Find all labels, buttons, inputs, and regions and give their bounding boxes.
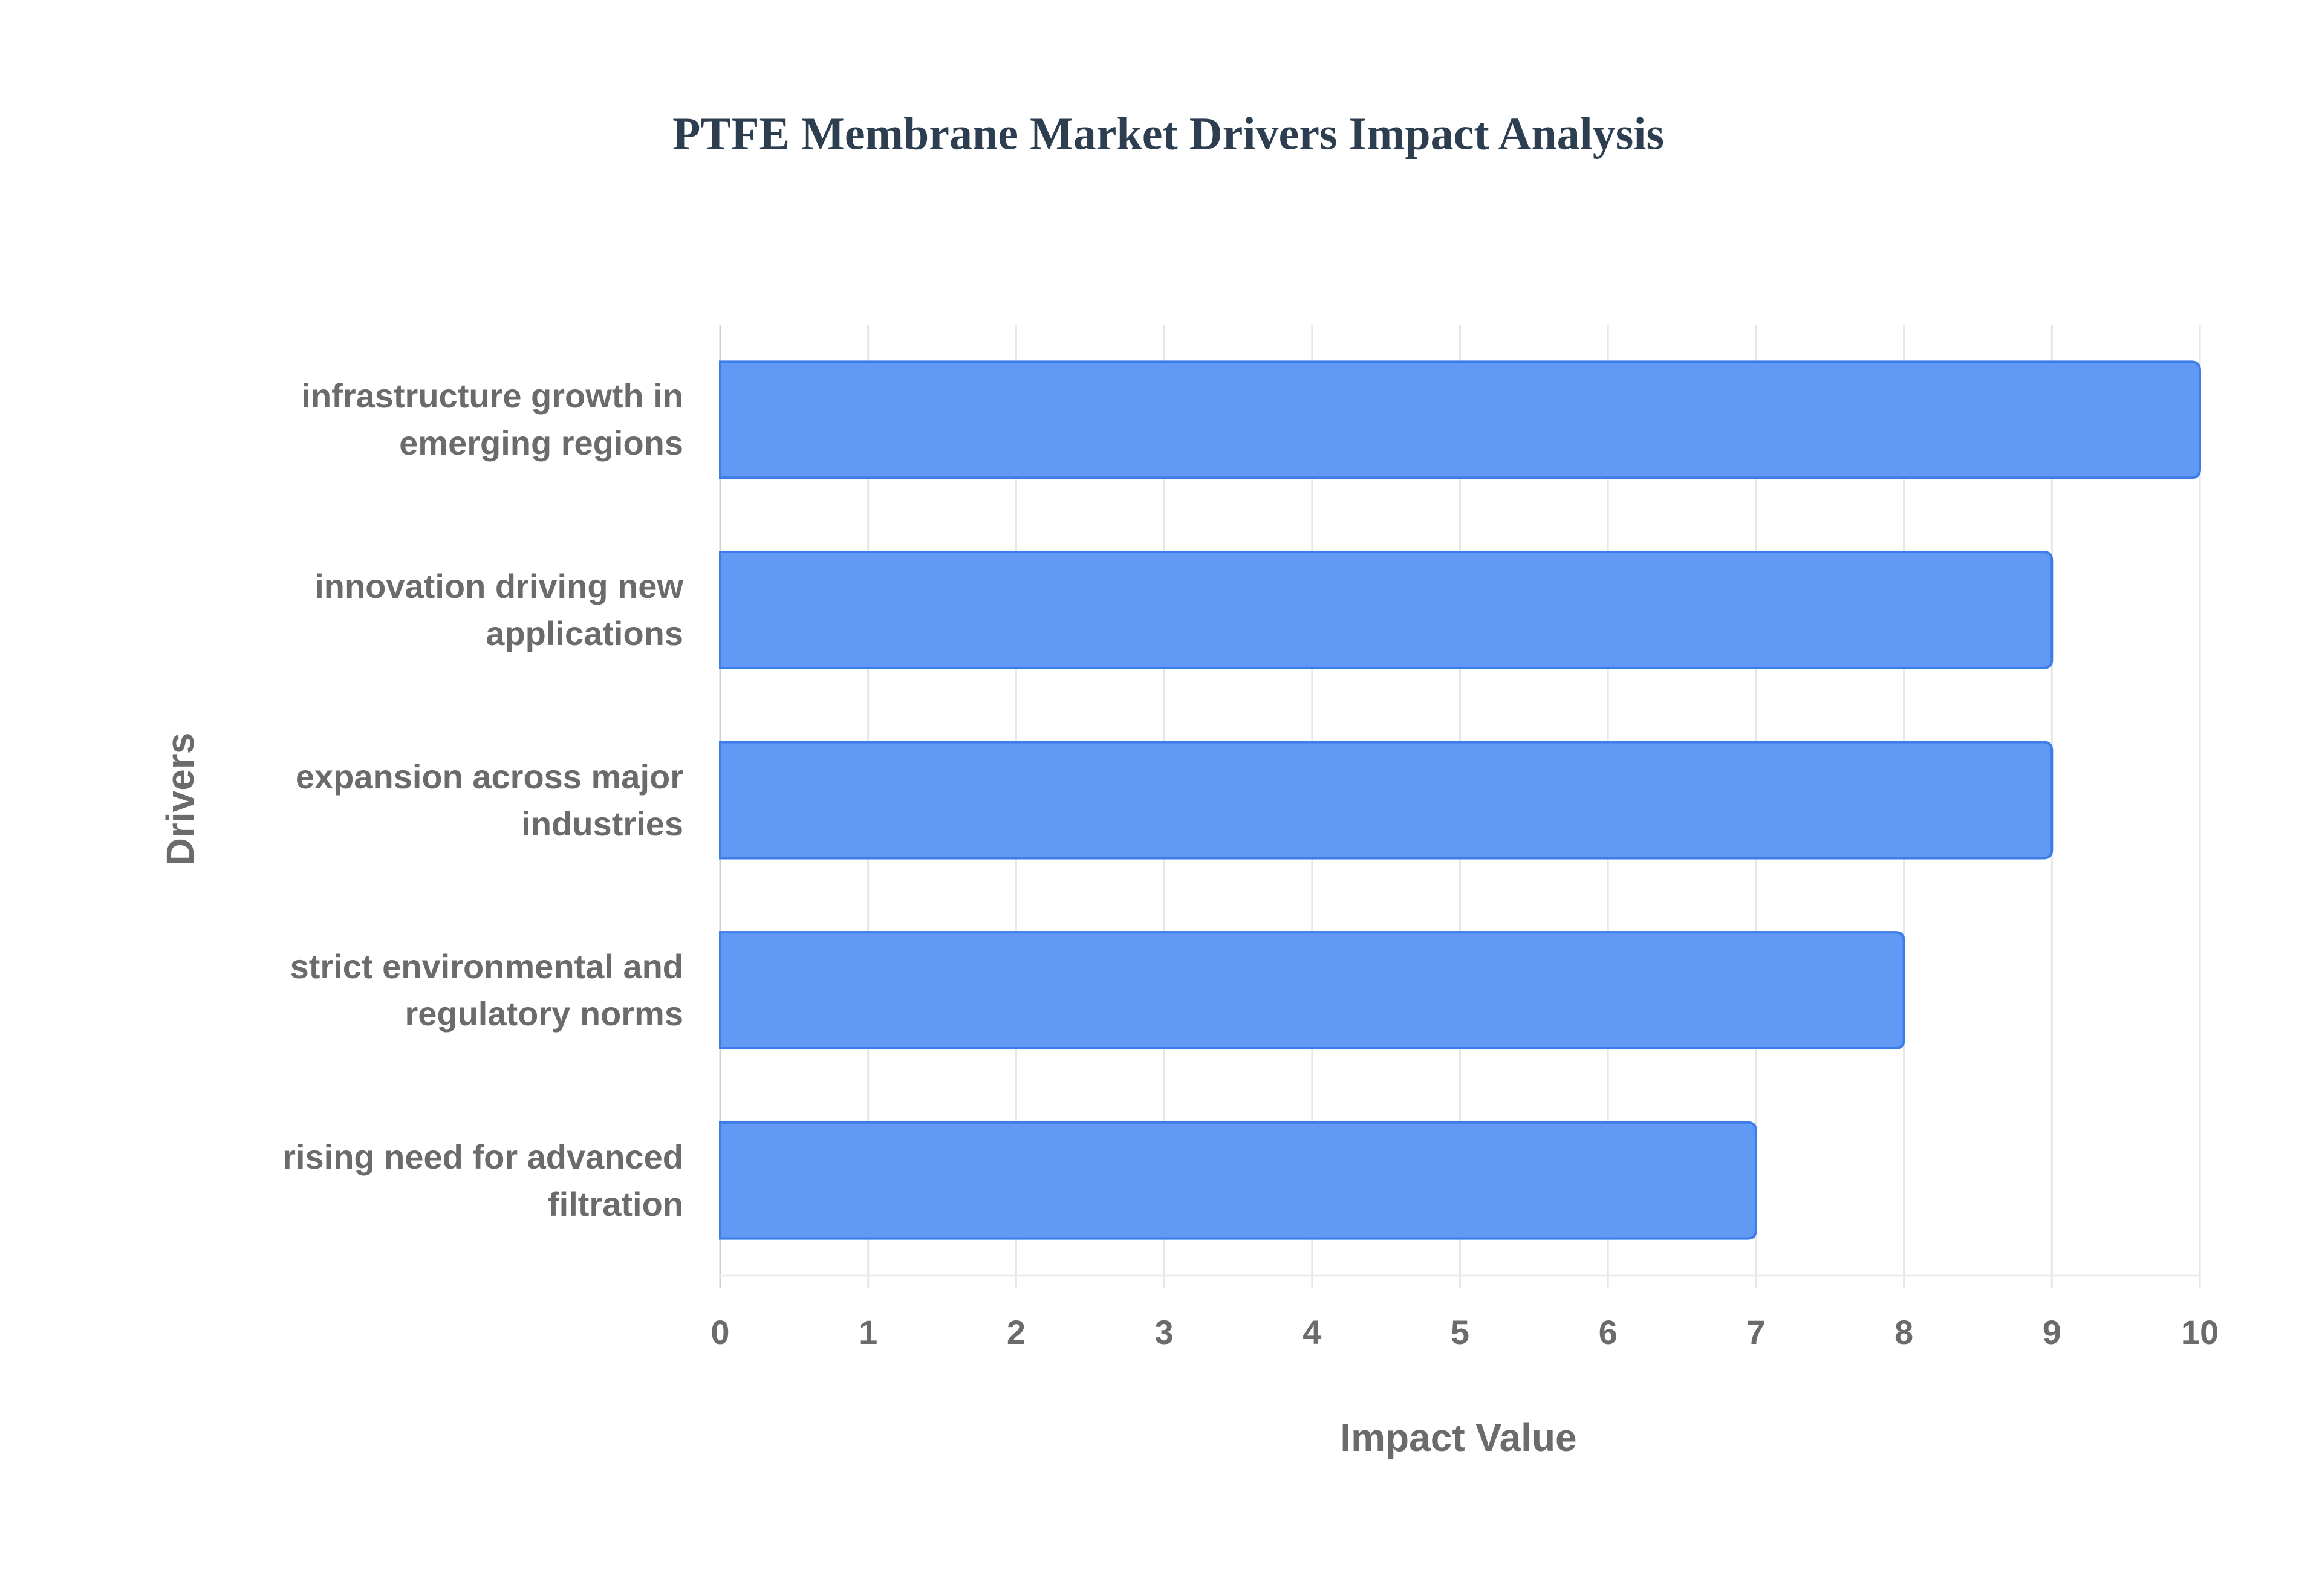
chart-title: PTFE Membrane Market Drivers Impact Anal… xyxy=(672,108,1664,159)
y-tick-label: infrastructure growth in emerging region… xyxy=(301,377,683,462)
x-tick-label: 3 xyxy=(1155,1313,1174,1351)
y-tick-label: strict environmental and regulatory norm… xyxy=(290,947,683,1033)
x-tick-label: 10 xyxy=(2181,1313,2219,1351)
x-tick-label: 0 xyxy=(711,1313,729,1351)
y-tick-label-box: rising need for advanced filtration xyxy=(282,1137,683,1223)
y-tick-label: rising need for advanced filtration xyxy=(282,1137,683,1223)
y-axis-title: Drivers xyxy=(158,733,202,866)
x-tick-label: 2 xyxy=(1007,1313,1026,1351)
x-tick-label: 6 xyxy=(1599,1313,1618,1351)
x-axis-title: Impact Value xyxy=(1340,1416,1576,1459)
bar xyxy=(719,1121,1757,1240)
x-tick-label: 9 xyxy=(2043,1313,2061,1351)
x-tick-label: 4 xyxy=(1302,1313,1321,1351)
x-tick-label: 7 xyxy=(1746,1313,1765,1351)
y-tick-label-box: infrastructure growth in emerging region… xyxy=(301,377,683,462)
y-tick-label-box: strict environmental and regulatory norm… xyxy=(290,947,683,1033)
y-tick-label: innovation driving new applications xyxy=(314,566,683,652)
y-tick-label-box: innovation driving new applications xyxy=(314,566,683,652)
x-tick-label: 5 xyxy=(1451,1313,1469,1351)
x-tick-label: 1 xyxy=(859,1313,877,1351)
x-tick-label: 8 xyxy=(1894,1313,1913,1351)
y-tick-label-box: expansion across major industries xyxy=(295,757,683,843)
bar xyxy=(719,360,2201,479)
y-tick-label: expansion across major industries xyxy=(295,757,683,843)
bar xyxy=(719,741,2054,860)
bar xyxy=(719,550,2054,669)
bar xyxy=(719,931,1905,1050)
